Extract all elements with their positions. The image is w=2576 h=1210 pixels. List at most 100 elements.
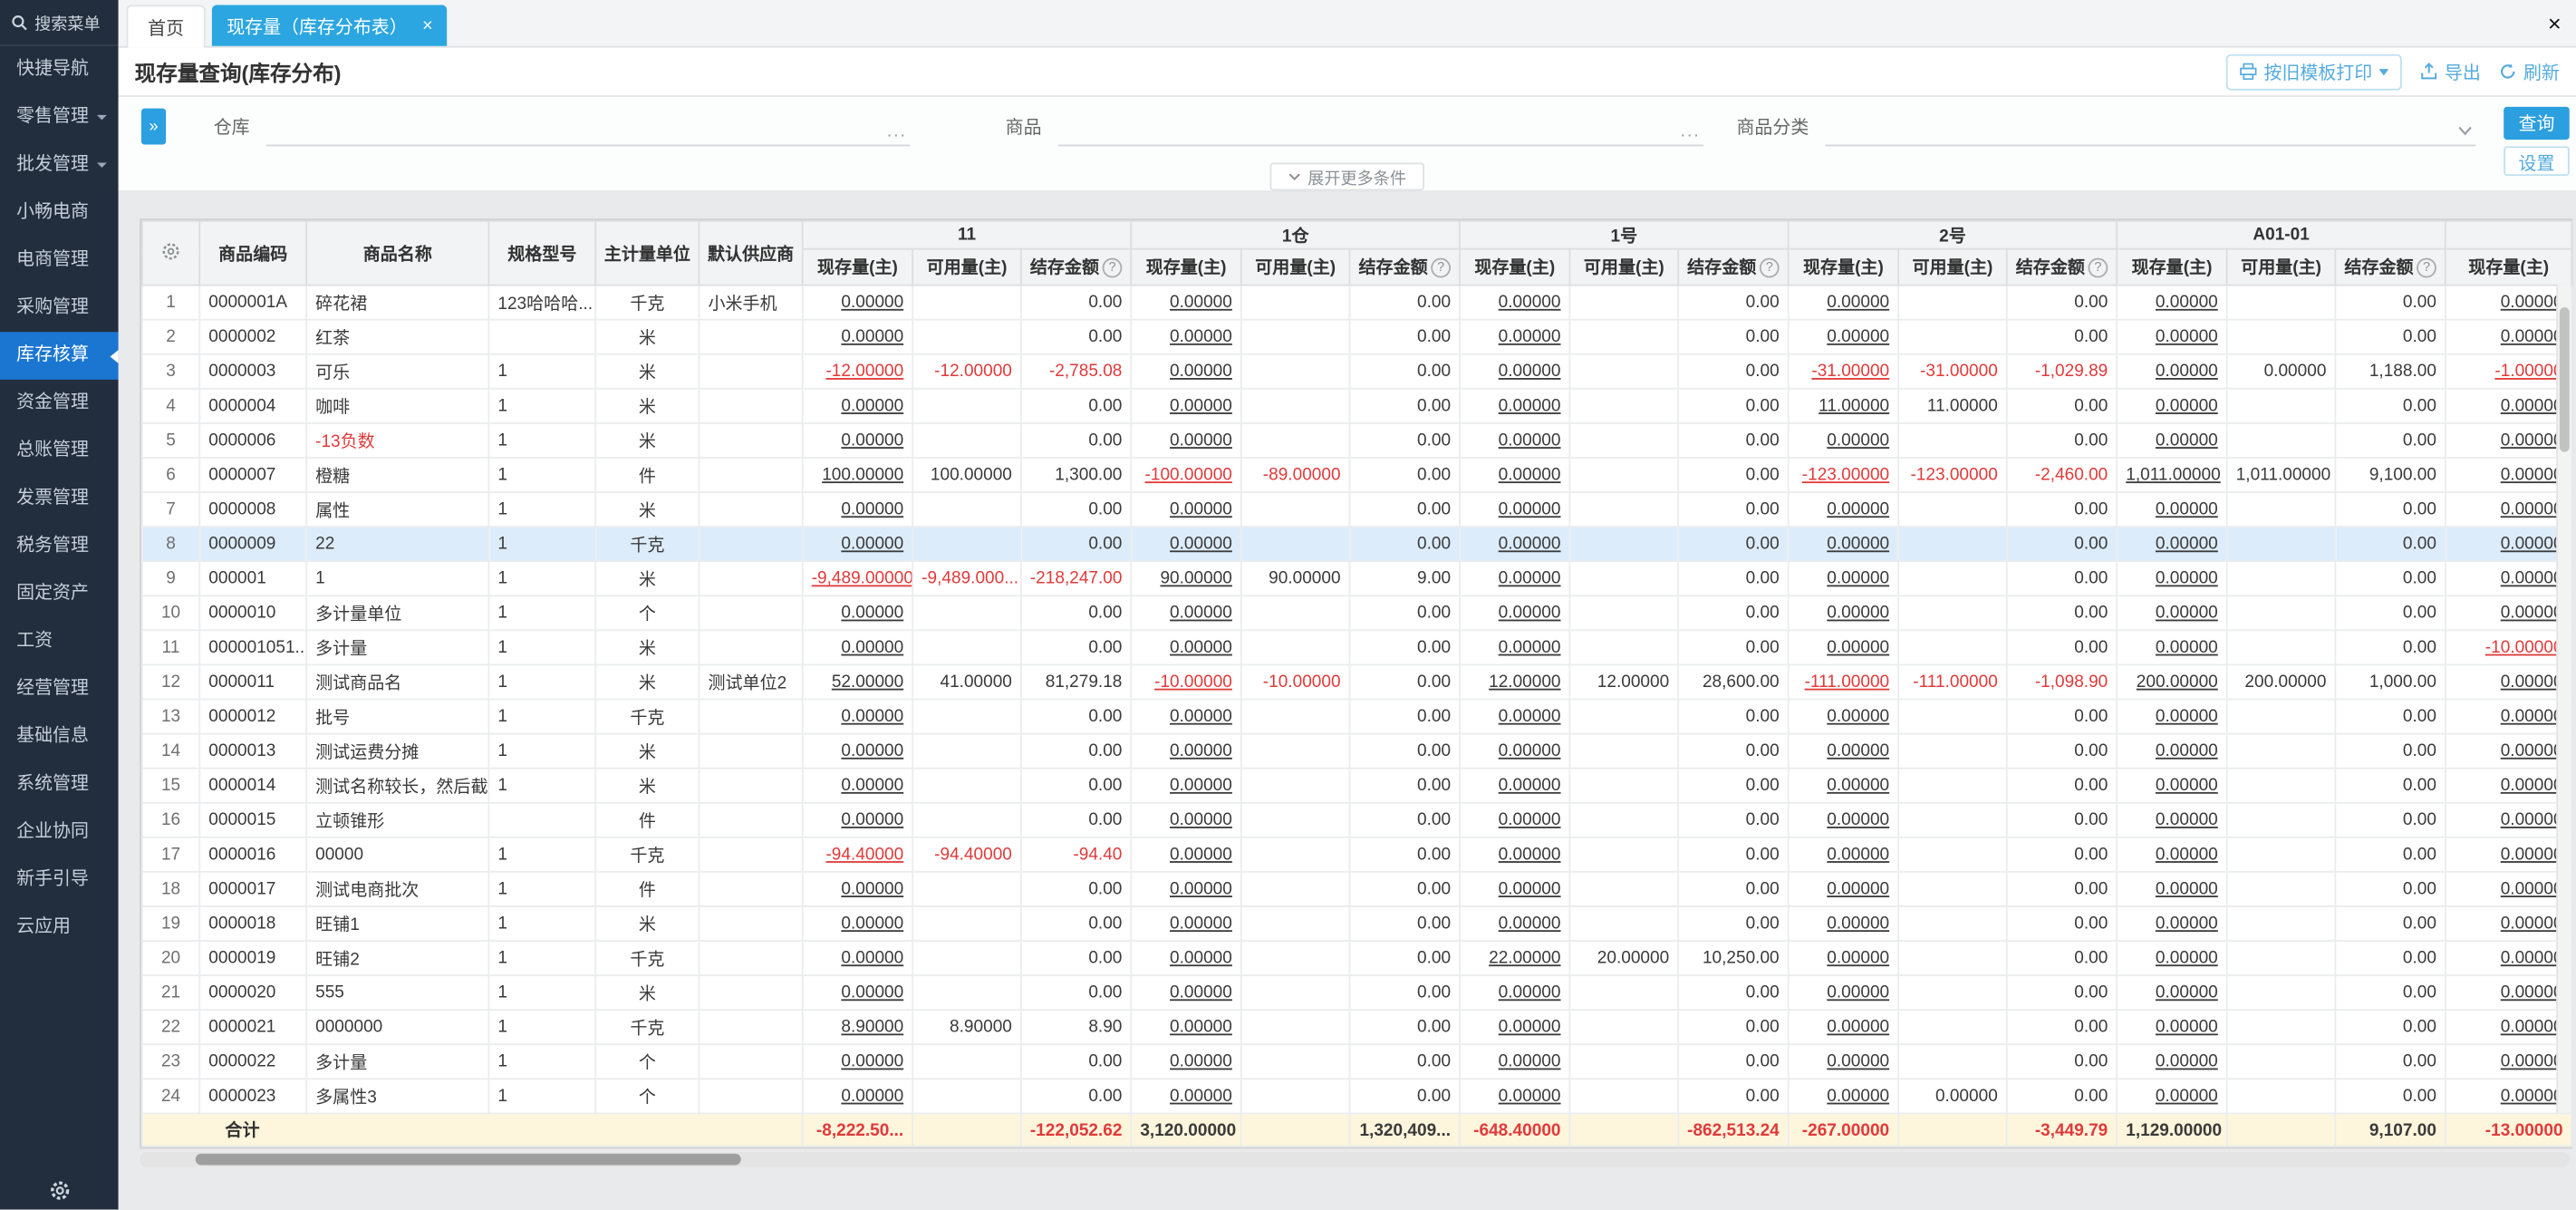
onhand-qty-link[interactable]: 0.00000 bbox=[1459, 353, 1571, 390]
export-button[interactable]: 导出 bbox=[2419, 58, 2481, 85]
onhand-qty-link[interactable]: 0.00000 bbox=[1130, 801, 1242, 838]
onhand-qty-link[interactable]: 0.00000 bbox=[2116, 387, 2228, 424]
product-input[interactable]: ... bbox=[1057, 109, 1704, 147]
onhand-qty-link[interactable]: 0.00000 bbox=[801, 767, 914, 804]
warehouse-picker-ellipsis[interactable]: ... bbox=[886, 121, 907, 141]
sidebar-item-guide[interactable]: 新手引导 bbox=[0, 857, 119, 905]
onhand-qty-link[interactable]: 0.00000 bbox=[1787, 318, 1900, 355]
sidebar-item-wholesale[interactable]: 批发管理 bbox=[0, 141, 119, 189]
refresh-button[interactable]: 刷新 bbox=[2498, 58, 2560, 85]
onhand-qty-link[interactable]: 0.00000 bbox=[2445, 732, 2573, 770]
onhand-qty-link[interactable]: 0.00000 bbox=[1787, 1009, 1900, 1046]
sidebar-item-cloud-apps[interactable]: 云应用 bbox=[0, 904, 119, 952]
sidebar-item-basic-info[interactable]: 基础信息 bbox=[0, 713, 119, 761]
onhand-qty-link[interactable]: 0.00000 bbox=[2116, 595, 2228, 632]
onhand-qty-link[interactable]: -1.00000 bbox=[2445, 353, 2573, 390]
onhand-qty-link[interactable]: 0.00000 bbox=[801, 974, 914, 1012]
onhand-qty-link[interactable]: 0.00000 bbox=[1130, 870, 1242, 907]
onhand-qty-link[interactable]: 0.00000 bbox=[1459, 1078, 1571, 1115]
onhand-qty-link[interactable]: 0.00000 bbox=[1787, 698, 1900, 735]
sidebar-item-general-ledger[interactable]: 总账管理 bbox=[0, 427, 119, 475]
onhand-qty-link[interactable]: 200.00000 bbox=[2116, 663, 2228, 701]
onhand-qty-link[interactable]: 0.00000 bbox=[2445, 491, 2573, 528]
onhand-qty-link[interactable]: 0.00000 bbox=[2116, 870, 2228, 907]
onhand-qty-link[interactable]: 0.00000 bbox=[2116, 836, 2228, 873]
tab-close-icon[interactable]: × bbox=[421, 15, 433, 35]
onhand-qty-link[interactable]: 0.00000 bbox=[2116, 353, 2228, 390]
product-picker-ellipsis[interactable]: ... bbox=[1680, 121, 1701, 141]
onhand-qty-link[interactable]: 0.00000 bbox=[1787, 491, 1900, 528]
onhand-qty-link[interactable]: 0.00000 bbox=[2445, 457, 2573, 493]
onhand-qty-link[interactable]: 0.00000 bbox=[2116, 421, 2228, 459]
onhand-qty-link[interactable]: 0.00000 bbox=[1130, 974, 1242, 1012]
query-button[interactable]: 查询 bbox=[2504, 106, 2570, 140]
table-row[interactable]: 5 0000006 -13负数 1 米 0.00000 0.00 0.00000 0.00 0.0… bbox=[140, 421, 2573, 459]
sidebar-item-purchase[interactable]: 采购管理 bbox=[0, 285, 119, 333]
onhand-qty-link[interactable]: 0.00000 bbox=[2116, 974, 2228, 1012]
tab-home[interactable]: 首页 bbox=[126, 5, 206, 48]
onhand-qty-link[interactable]: 0.00000 bbox=[801, 870, 914, 907]
table-row[interactable]: 1 0000001A 碎花裙 123哈哈哈... 千克 小米手机 0.00000 0.00 0.… bbox=[140, 284, 2573, 321]
onhand-qty-link[interactable]: 0.00000 bbox=[1459, 698, 1571, 735]
onhand-qty-link[interactable]: 0.00000 bbox=[1787, 801, 1900, 838]
onhand-qty-link[interactable]: 0.00000 bbox=[2445, 905, 2573, 942]
onhand-qty-link[interactable]: 0.00000 bbox=[1459, 457, 1571, 493]
onhand-qty-link[interactable]: 0.00000 bbox=[801, 940, 914, 977]
onhand-qty-link[interactable]: 0.00000 bbox=[2445, 870, 2573, 907]
onhand-qty-link[interactable]: 90.00000 bbox=[1130, 560, 1242, 597]
onhand-qty-link[interactable]: 0.00000 bbox=[1459, 318, 1571, 355]
warehouse-input[interactable]: ... bbox=[265, 109, 911, 147]
category-select[interactable] bbox=[1825, 109, 2476, 147]
onhand-qty-link[interactable]: 0.00000 bbox=[1459, 836, 1571, 873]
onhand-qty-link[interactable]: 0.00000 bbox=[1130, 629, 1242, 666]
onhand-qty-link[interactable]: 0.00000 bbox=[1130, 353, 1242, 390]
onhand-qty-link[interactable]: 0.00000 bbox=[2116, 284, 2228, 321]
sidebar-item-ecommerce[interactable]: 电商管理 bbox=[0, 237, 119, 285]
onhand-qty-link[interactable]: 0.00000 bbox=[2445, 421, 2573, 459]
onhand-qty-link[interactable]: 0.00000 bbox=[801, 421, 914, 459]
tab-inventory-distribution[interactable]: 现存量（库存分布表） × bbox=[211, 5, 448, 46]
onhand-qty-link[interactable]: 0.00000 bbox=[801, 491, 914, 528]
onhand-qty-link[interactable]: 0.00000 bbox=[2445, 1009, 2573, 1046]
table-row[interactable]: 11 000001051... 多计量 1 米 0.00000 0.00 0.00000 0.0… bbox=[140, 629, 2573, 666]
onhand-qty-link[interactable]: 0.00000 bbox=[1459, 491, 1571, 528]
onhand-qty-link[interactable]: 0.00000 bbox=[1459, 1009, 1571, 1046]
onhand-qty-link[interactable]: 0.00000 bbox=[2445, 595, 2573, 632]
onhand-qty-link[interactable]: 0.00000 bbox=[2445, 767, 2573, 804]
onhand-qty-link[interactable]: 0.00000 bbox=[1130, 421, 1242, 459]
onhand-qty-link[interactable]: 0.00000 bbox=[1787, 974, 1900, 1012]
onhand-qty-link[interactable]: 0.00000 bbox=[1130, 940, 1242, 977]
onhand-qty-link[interactable]: 11.00000 bbox=[1787, 387, 1900, 424]
onhand-qty-link[interactable]: 0.00000 bbox=[801, 698, 914, 735]
vertical-scrollbar[interactable] bbox=[2556, 284, 2571, 1113]
sidebar-item-tax[interactable]: 税务管理 bbox=[0, 523, 119, 571]
onhand-qty-link[interactable]: 0.00000 bbox=[1787, 940, 1900, 977]
onhand-qty-link[interactable]: 0.00000 bbox=[2116, 732, 2228, 770]
onhand-qty-link[interactable]: 0.00000 bbox=[1130, 905, 1242, 942]
table-row[interactable]: 22 0000021 0000000 1 千克 8.90000 8.90000 8.90 0.0… bbox=[140, 1009, 2573, 1046]
onhand-qty-link[interactable]: 0.00000 bbox=[1459, 870, 1571, 907]
sidebar-item-xiaochang-ecom[interactable]: 小畅电商 bbox=[0, 189, 119, 237]
onhand-qty-link[interactable]: 0.00000 bbox=[1787, 905, 1900, 942]
onhand-qty-link[interactable]: -100.00000 bbox=[1130, 457, 1242, 493]
onhand-qty-link[interactable]: 0.00000 bbox=[1459, 421, 1571, 459]
onhand-qty-link[interactable]: 0.00000 bbox=[1459, 905, 1571, 942]
onhand-qty-link[interactable]: 0.00000 bbox=[1130, 318, 1242, 355]
onhand-qty-link[interactable]: -111.00000 bbox=[1787, 663, 1900, 701]
onhand-qty-link[interactable]: 0.00000 bbox=[801, 1078, 914, 1115]
onhand-qty-link[interactable]: 0.00000 bbox=[801, 1043, 914, 1080]
settings-button[interactable]: 设置 bbox=[2504, 146, 2570, 177]
onhand-qty-link[interactable]: 0.00000 bbox=[2445, 526, 2573, 563]
onhand-qty-link[interactable]: 0.00000 bbox=[1459, 767, 1571, 804]
onhand-qty-link[interactable]: 0.00000 bbox=[2445, 698, 2573, 735]
table-row[interactable]: 8 0000009 22 1 千克 0.00000 0.00 0.00000 0.00 0.000… bbox=[140, 526, 2573, 563]
onhand-qty-link[interactable]: 0.00000 bbox=[1130, 698, 1242, 735]
onhand-qty-link[interactable]: 0.00000 bbox=[801, 387, 914, 424]
onhand-qty-link[interactable]: 0.00000 bbox=[1787, 526, 1900, 563]
expand-more-conditions-button[interactable]: 展开更多条件 bbox=[1269, 162, 1424, 191]
onhand-qty-link[interactable]: 0.00000 bbox=[1130, 1078, 1242, 1115]
onhand-qty-link[interactable]: 8.90000 bbox=[801, 1009, 914, 1046]
onhand-qty-link[interactable]: 0.00000 bbox=[1459, 1043, 1571, 1080]
sidebar-item-invoice[interactable]: 发票管理 bbox=[0, 475, 119, 523]
onhand-qty-link[interactable]: -31.00000 bbox=[1787, 353, 1900, 390]
